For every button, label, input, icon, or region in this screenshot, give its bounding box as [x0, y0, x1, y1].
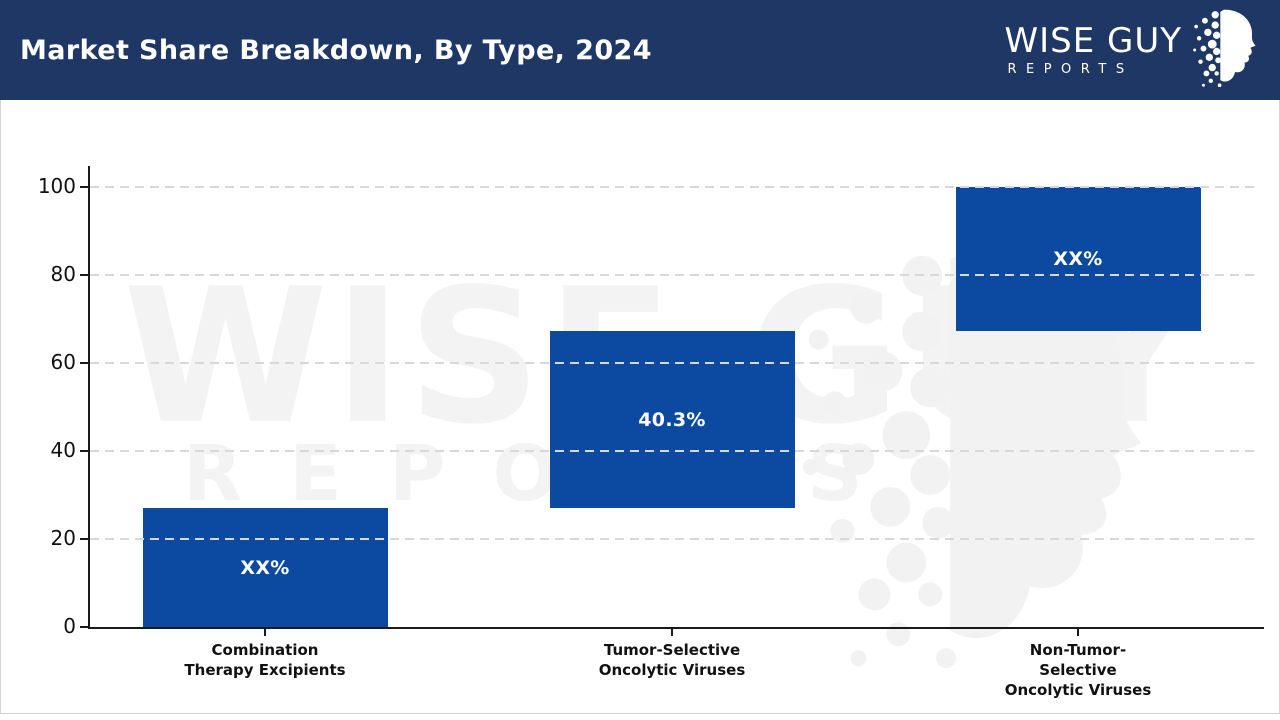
y-tick-100	[80, 186, 88, 188]
x-tick-1	[264, 629, 266, 636]
bar-3: XX%	[955, 187, 1201, 331]
category-label-3: Non-Tumor- Selective Oncolytic Viruses	[948, 640, 1208, 700]
category-label-line: Selective	[1039, 661, 1117, 679]
logo-subtitle: REPORTS	[1007, 62, 1134, 77]
bar-1: XX%	[142, 508, 388, 627]
category-label-2: Tumor-Selective Oncolytic Viruses	[542, 640, 802, 680]
logo-wordmark: WISE GUY	[1004, 21, 1182, 61]
category-label-line: Combination	[211, 641, 319, 659]
chart-canvas: WISE GUY REPORTS 020406080100XX%Combinat…	[0, 100, 1280, 714]
wise-guy-logo: WISE GUY REPORTS	[1004, 6, 1262, 94]
x-axis-line	[88, 627, 1264, 629]
gridline-80	[90, 274, 1254, 276]
y-tick-label-60: 60	[50, 350, 76, 374]
x-tick-2	[671, 629, 673, 636]
bar-value-label-1: XX%	[240, 556, 290, 579]
bar-value-label-3: XX%	[1053, 247, 1103, 270]
y-tick-60	[80, 362, 88, 364]
y-tick-label-80: 80	[50, 262, 76, 286]
gridline-60	[90, 362, 1254, 364]
y-tick-40	[80, 450, 88, 452]
category-label-line: Oncolytic Viruses	[598, 661, 746, 679]
y-tick-20	[80, 538, 88, 540]
chart-title: Market Share Breakdown, By Type, 2024	[20, 34, 652, 66]
header-bar: Market Share Breakdown, By Type, 2024 WI…	[0, 0, 1280, 100]
y-axis-line	[88, 166, 90, 629]
logo-head-icon	[1193, 9, 1256, 88]
y-tick-0	[80, 626, 88, 628]
logo-text: WISE GUY REPORTS	[1004, 23, 1182, 77]
category-label-line: Oncolytic Viruses	[1004, 681, 1152, 699]
category-label-line: Therapy Excipients	[184, 661, 346, 679]
bar-value-label-2: 40.3%	[638, 408, 706, 431]
x-tick-3	[1077, 629, 1079, 636]
gridline-100	[90, 186, 1254, 188]
category-label-line: Non-Tumor-	[1029, 641, 1127, 659]
category-label-1: Combination Therapy Excipients	[135, 640, 395, 680]
y-tick-label-100: 100	[37, 174, 76, 198]
watermark-head-icon	[802, 247, 1142, 669]
y-tick-label-20: 20	[50, 526, 76, 550]
bar-2: 40.3%	[549, 330, 795, 509]
gridline-40	[90, 450, 1254, 452]
y-tick-label-40: 40	[50, 438, 76, 462]
y-tick-80	[80, 274, 88, 276]
category-label-line: Tumor-Selective	[603, 641, 741, 659]
gridline-20	[90, 538, 1254, 540]
y-tick-label-0: 0	[63, 614, 76, 638]
